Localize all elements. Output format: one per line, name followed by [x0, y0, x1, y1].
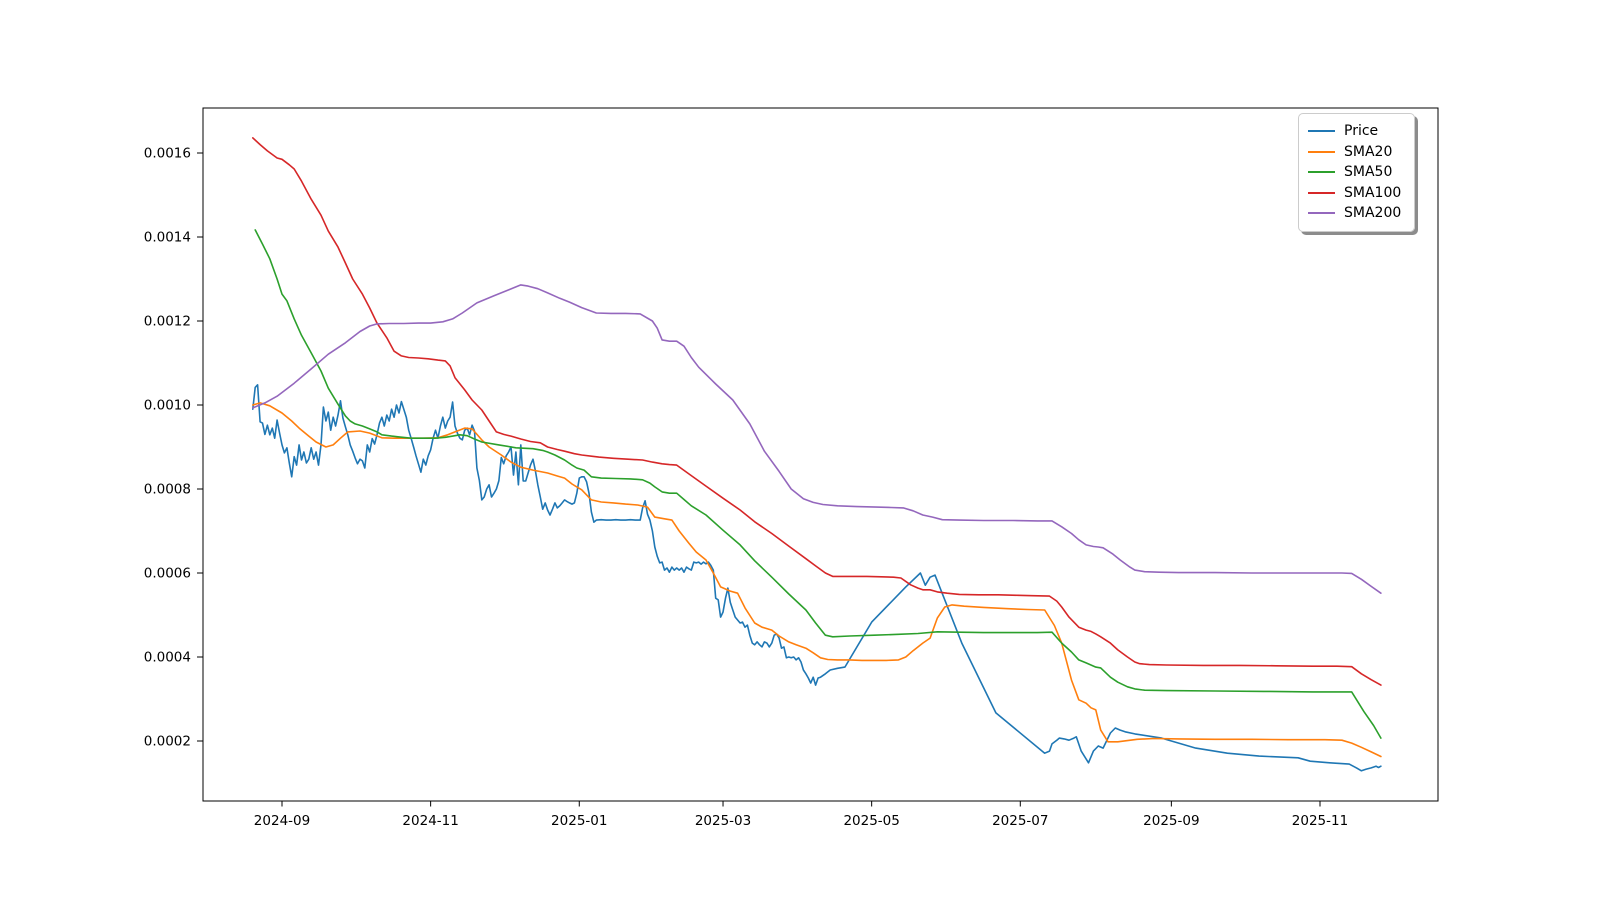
price-line-swatch	[1308, 130, 1335, 133]
legend-item-sma200: SMA200	[1308, 203, 1404, 224]
x-tick-label: 2024-11	[402, 813, 458, 829]
legend-item-sma20: SMA20	[1308, 142, 1404, 163]
legend-label-sma100: SMA100	[1344, 184, 1402, 201]
y-tick-label: 0.0012	[144, 314, 191, 330]
legend-item-sma100: SMA100	[1308, 183, 1404, 204]
plot-area	[202, 107, 1439, 802]
y-tick-label: 0.0010	[144, 398, 191, 414]
x-tick-label: 2025-03	[695, 813, 751, 829]
x-tick-label: 2024-09	[254, 813, 310, 829]
x-tick-label: 2025-07	[992, 813, 1048, 829]
x-tick-label: 2025-05	[843, 813, 899, 829]
y-tick-label: 0.0016	[144, 146, 191, 162]
legend: Price SMA20 SMA50 SMA100 SMA200	[1298, 113, 1415, 232]
series-line-sma50	[254, 229, 1382, 739]
series-line-sma200	[252, 284, 1382, 595]
x-tick-label: 2025-11	[1292, 813, 1348, 829]
y-tick-label: 0.0006	[144, 566, 191, 582]
legend-label-sma50: SMA50	[1344, 164, 1393, 181]
legend-item-price: Price	[1308, 121, 1404, 142]
x-tick-label: 2025-09	[1143, 813, 1199, 829]
sma200-line-swatch	[1308, 212, 1335, 215]
y-tick-label: 0.0014	[144, 230, 191, 246]
legend-label-price: Price	[1344, 123, 1379, 140]
x-tick-label: 2025-01	[551, 813, 607, 829]
y-tick-label: 0.0002	[144, 734, 191, 750]
y-tick-label: 0.0004	[144, 650, 191, 666]
y-tick-label: 0.0008	[144, 482, 191, 498]
legend-item-sma50: SMA50	[1308, 162, 1404, 183]
sma20-line-swatch	[1308, 150, 1335, 153]
series-line-price	[252, 383, 1382, 772]
sma50-line-swatch	[1308, 171, 1335, 174]
sma100-line-swatch	[1308, 191, 1335, 194]
series-line-sma100	[252, 137, 1382, 686]
legend-label-sma200: SMA200	[1344, 205, 1402, 222]
legend-label-sma20: SMA20	[1344, 143, 1393, 160]
